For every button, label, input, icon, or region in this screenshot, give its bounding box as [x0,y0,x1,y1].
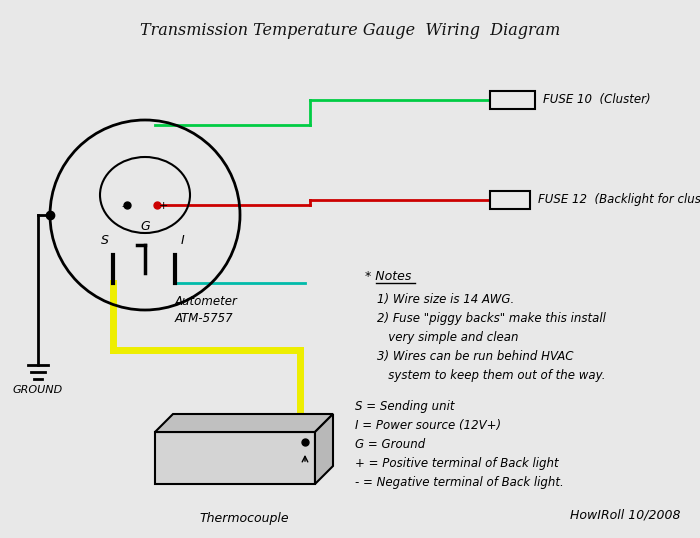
Text: FUSE 12  (Backlight for cluster): FUSE 12 (Backlight for cluster) [538,194,700,207]
Text: 1) Wire size is 14 AWG.: 1) Wire size is 14 AWG. [377,293,514,306]
Text: system to keep them out of the way.: system to keep them out of the way. [377,369,606,382]
Bar [490,191,530,209]
Text: Autometer
ATM-5757: Autometer ATM-5757 [175,295,238,325]
Text: GROUND: GROUND [13,385,63,395]
Text: - = Negative terminal of Back light.: - = Negative terminal of Back light. [355,476,564,489]
Text: I = Power source (12V+): I = Power source (12V+) [355,419,501,432]
Text: * Notes: * Notes [365,270,412,283]
Text: G: G [140,220,150,233]
Bar [155,432,315,484]
Text: 2) Fuse "piggy backs" make this install: 2) Fuse "piggy backs" make this install [377,312,606,325]
Text: Thermocouple: Thermocouple [199,512,289,525]
Text: Transmission Temperature Gauge  Wiring  Diagram: Transmission Temperature Gauge Wiring Di… [140,22,560,39]
Text: +: + [159,201,169,211]
Text: I: I [181,234,185,247]
Polygon shape [315,414,333,484]
Text: + = Positive terminal of Back light: + = Positive terminal of Back light [355,457,559,470]
Polygon shape [155,414,333,432]
Text: 3) Wires can be run behind HVAC: 3) Wires can be run behind HVAC [377,350,573,363]
Text: G = Ground: G = Ground [355,438,426,451]
Text: FUSE 10  (Cluster): FUSE 10 (Cluster) [543,94,650,107]
Text: very simple and clean: very simple and clean [377,331,519,344]
Text: S: S [101,234,109,247]
Text: -: - [121,201,125,211]
Bar [490,91,535,109]
Text: HowIRoll 10/2008: HowIRoll 10/2008 [570,509,680,522]
Text: S = Sending unit: S = Sending unit [355,400,454,413]
